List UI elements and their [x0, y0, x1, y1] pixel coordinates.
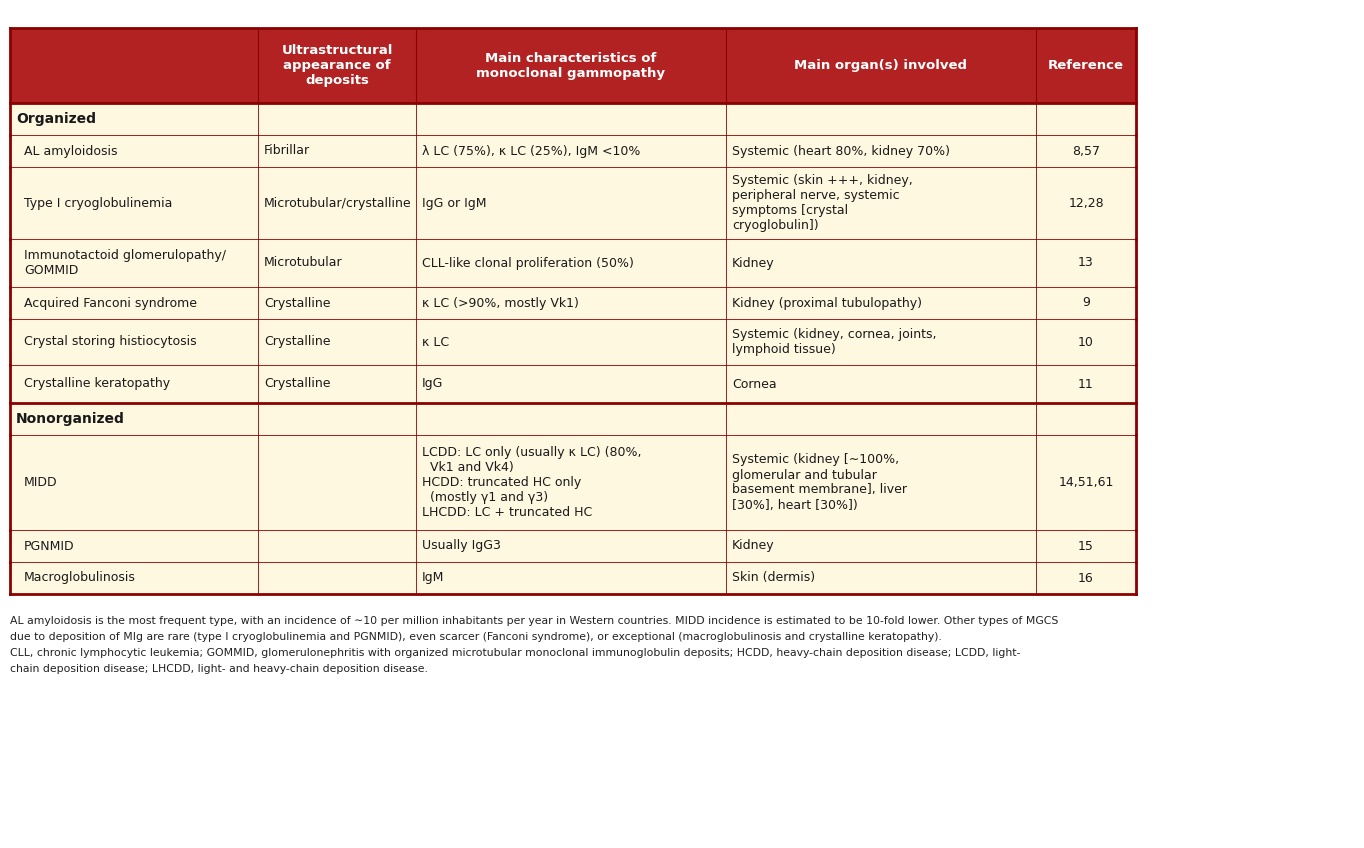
- Text: Kidney: Kidney: [732, 539, 775, 553]
- Bar: [10, 403, 1136, 435]
- Text: κ LC (>90%, mostly Vk1): κ LC (>90%, mostly Vk1): [421, 297, 578, 310]
- Text: 8,57: 8,57: [1072, 144, 1099, 158]
- Text: Ultrastructural
appearance of
deposits: Ultrastructural appearance of deposits: [281, 44, 393, 87]
- Text: AL amyloidosis: AL amyloidosis: [25, 144, 117, 158]
- Text: Usually IgG3: Usually IgG3: [421, 539, 501, 553]
- Text: 15: 15: [1078, 539, 1094, 553]
- Text: PGNMID: PGNMID: [25, 539, 75, 553]
- Bar: [10, 103, 1136, 135]
- Bar: [10, 319, 1136, 365]
- Text: Macroglobulinosis: Macroglobulinosis: [25, 572, 136, 584]
- Text: IgG: IgG: [421, 377, 443, 390]
- Text: CLL-like clonal proliferation (50%): CLL-like clonal proliferation (50%): [421, 256, 634, 270]
- Bar: [10, 365, 1136, 403]
- Text: 14,51,61: 14,51,61: [1058, 476, 1113, 489]
- Bar: [10, 28, 1136, 103]
- Text: Crystalline keratopathy: Crystalline keratopathy: [25, 377, 170, 390]
- Text: 10: 10: [1078, 336, 1094, 349]
- Text: MIDD: MIDD: [25, 476, 57, 489]
- Text: due to deposition of MIg are rare (type I cryoglobulinemia and PGNMID), even sca: due to deposition of MIg are rare (type …: [10, 632, 943, 642]
- Text: Kidney: Kidney: [732, 256, 775, 270]
- Text: Crystalline: Crystalline: [265, 297, 330, 310]
- Text: Reference: Reference: [1048, 59, 1124, 72]
- Text: Systemic (kidney [∼100%,
glomerular and tubular
basement membrane], liver
[30%],: Systemic (kidney [∼100%, glomerular and …: [732, 454, 907, 511]
- Text: Systemic (kidney, cornea, joints,
lymphoid tissue): Systemic (kidney, cornea, joints, lympho…: [732, 328, 937, 356]
- Text: Systemic (skin +++, kidney,
peripheral nerve, systemic
symptoms [crystal
cryoglo: Systemic (skin +++, kidney, peripheral n…: [732, 174, 913, 232]
- Text: Microtubular/crystalline: Microtubular/crystalline: [265, 197, 412, 209]
- Text: Microtubular: Microtubular: [265, 256, 342, 270]
- Text: Acquired Fanconi syndrome: Acquired Fanconi syndrome: [25, 297, 196, 310]
- Text: Main organ(s) involved: Main organ(s) involved: [794, 59, 967, 72]
- Text: chain deposition disease; LHCDD, light- and heavy-chain deposition disease.: chain deposition disease; LHCDD, light- …: [10, 664, 428, 674]
- Text: AL amyloidosis is the most frequent type, with an incidence of ∼10 per million i: AL amyloidosis is the most frequent type…: [10, 616, 1058, 626]
- Text: Main characteristics of
monoclonal gammopathy: Main characteristics of monoclonal gammo…: [476, 52, 666, 80]
- Text: Fibrillar: Fibrillar: [265, 144, 310, 158]
- Text: IgM: IgM: [421, 572, 445, 584]
- Text: CLL, chronic lymphocytic leukemia; GOMMID, glomerulonephritis with organized mic: CLL, chronic lymphocytic leukemia; GOMMI…: [10, 648, 1020, 658]
- Text: 12,28: 12,28: [1068, 197, 1103, 209]
- Text: Crystalline: Crystalline: [265, 336, 330, 349]
- Text: κ LC: κ LC: [421, 336, 449, 349]
- Text: Crystal storing histiocytosis: Crystal storing histiocytosis: [25, 336, 196, 349]
- Bar: [10, 167, 1136, 239]
- Text: Immunotactoid glomerulopathy/
GOMMID: Immunotactoid glomerulopathy/ GOMMID: [25, 249, 226, 277]
- Bar: [10, 562, 1136, 594]
- Text: 11: 11: [1078, 377, 1094, 390]
- Text: Cornea: Cornea: [732, 377, 776, 390]
- Bar: [10, 435, 1136, 530]
- Text: 9: 9: [1082, 297, 1090, 310]
- Text: 16: 16: [1078, 572, 1094, 584]
- Text: IgG or IgM: IgG or IgM: [421, 197, 487, 209]
- Text: LCDD: LC only (usually κ LC) (80%,
  Vk1 and Vk4)
HCDD: truncated HC only
  (mos: LCDD: LC only (usually κ LC) (80%, Vk1 a…: [421, 446, 641, 519]
- Bar: [10, 239, 1136, 287]
- Text: Systemic (heart 80%, kidney 70%): Systemic (heart 80%, kidney 70%): [732, 144, 949, 158]
- Text: Skin (dermis): Skin (dermis): [732, 572, 816, 584]
- Bar: [10, 287, 1136, 319]
- Text: λ LC (75%), κ LC (25%), IgM <10%: λ LC (75%), κ LC (25%), IgM <10%: [421, 144, 640, 158]
- Text: Organized: Organized: [16, 112, 95, 126]
- Text: Nonorganized: Nonorganized: [16, 412, 125, 426]
- Text: Kidney (proximal tubulopathy): Kidney (proximal tubulopathy): [732, 297, 922, 310]
- Text: Type I cryoglobulinemia: Type I cryoglobulinemia: [25, 197, 172, 209]
- Bar: [10, 530, 1136, 562]
- Text: Crystalline: Crystalline: [265, 377, 330, 390]
- Text: 13: 13: [1078, 256, 1094, 270]
- Bar: [10, 135, 1136, 167]
